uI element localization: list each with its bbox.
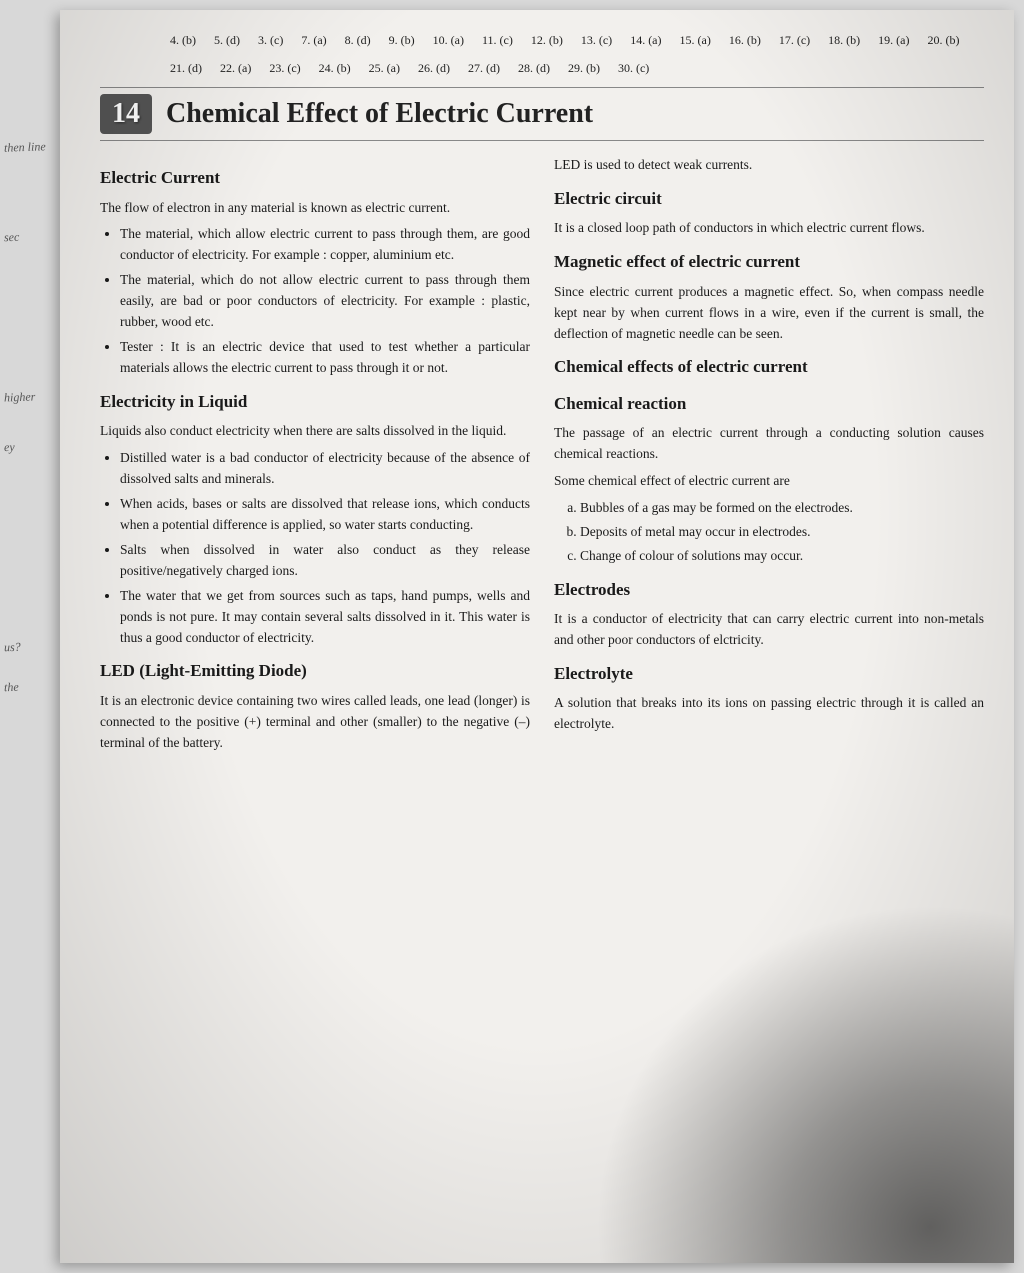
chapter-title: Chemical Effect of Electric Current: [166, 98, 593, 130]
chapter-banner: 14 Chemical Effect of Electric Current: [100, 87, 984, 141]
answer-item: 20. (b): [928, 30, 960, 52]
heading-electric-current: Electric Current: [100, 165, 530, 191]
left-column: Electric Current The flow of electron in…: [100, 155, 530, 759]
list-item: The water that we get from sources such …: [120, 586, 530, 649]
list-item: Distilled water is a bad conductor of el…: [120, 448, 530, 490]
paragraph: Since electric current produces a magnet…: [554, 282, 984, 345]
answer-item: 18. (b): [828, 30, 860, 52]
ordered-list: Bubbles of a gas may be formed on the el…: [554, 498, 984, 567]
answer-item: 16. (b): [729, 30, 761, 52]
answer-item: 26. (d): [418, 58, 450, 80]
margin-note: higher: [4, 389, 36, 405]
answer-item: 12. (b): [531, 30, 563, 52]
heading-magnetic-effect: Magnetic effect of electric current: [554, 249, 984, 275]
list-item: Change of colour of solutions may occur.: [580, 546, 984, 567]
heading-electricity-liquid: Electricity in Liquid: [100, 389, 530, 415]
paragraph: Some chemical effect of electric current…: [554, 471, 984, 492]
answer-item: 19. (a): [878, 30, 909, 52]
heading-electrodes: Electrodes: [554, 577, 984, 603]
margin-note: the: [4, 680, 19, 696]
heading-chemical-effects: Chemical effects of electric current: [554, 354, 984, 380]
paragraph: It is an electronic device containing tw…: [100, 691, 530, 754]
margin-note: sec: [4, 230, 20, 246]
answer-item: 13. (c): [581, 30, 612, 52]
bullet-list: Distilled water is a bad conductor of el…: [100, 448, 530, 648]
answer-item: 21. (d): [170, 58, 202, 80]
bullet-list: The material, which allow electric curre…: [100, 224, 530, 378]
answer-item: 29. (b): [568, 58, 600, 80]
chapter-number: 14: [100, 94, 152, 134]
paragraph: The flow of electron in any material is …: [100, 198, 530, 219]
paragraph: LED is used to detect weak currents.: [554, 155, 984, 176]
heading-led: LED (Light-Emitting Diode): [100, 658, 530, 684]
answer-item: 10. (a): [433, 30, 464, 52]
list-item: Bubbles of a gas may be formed on the el…: [580, 498, 984, 519]
heading-electric-circuit: Electric circuit: [554, 186, 984, 212]
answer-item: 5. (d): [214, 30, 240, 52]
answer-item: 15. (a): [680, 30, 711, 52]
answer-item: 27. (d): [468, 58, 500, 80]
answer-item: 8. (d): [345, 30, 371, 52]
list-item: The material, which do not allow electri…: [120, 270, 530, 333]
answer-item: 11. (c): [482, 30, 513, 52]
margin-note: us?: [4, 640, 21, 656]
margin-note: then line: [4, 139, 46, 155]
paragraph: The passage of an electric current throu…: [554, 423, 984, 465]
hand-shadow: [594, 903, 1014, 1263]
answer-item: 25. (a): [369, 58, 400, 80]
list-item: Salts when dissolved in water also condu…: [120, 540, 530, 582]
list-item: Tester : It is an electric device that u…: [120, 337, 530, 379]
answer-key: 4. (b) 5. (d) 3. (c) 7. (a) 8. (d) 9. (b) 10. …: [100, 30, 984, 79]
list-item: When acids, bases or salts are dissolved…: [120, 494, 530, 536]
answer-item: 30. (c): [618, 58, 649, 80]
answer-item: 14. (a): [630, 30, 661, 52]
answer-item: 7. (a): [301, 30, 326, 52]
list-item: The material, which allow electric curre…: [120, 224, 530, 266]
answer-item: 24. (b): [319, 58, 351, 80]
answer-item: 4. (b): [170, 30, 196, 52]
list-item: Deposits of metal may occur in electrode…: [580, 522, 984, 543]
paragraph: A solution that breaks into its ions on …: [554, 693, 984, 735]
answer-item: 22. (a): [220, 58, 251, 80]
answer-item: 9. (b): [389, 30, 415, 52]
margin-note: ey: [4, 440, 15, 455]
paragraph: It is a conductor of electricity that ca…: [554, 609, 984, 651]
heading-electrolyte: Electrolyte: [554, 661, 984, 687]
right-column: LED is used to detect weak currents. Ele…: [554, 155, 984, 759]
answer-item: 23. (c): [269, 58, 300, 80]
paragraph: It is a closed loop path of conductors i…: [554, 218, 984, 239]
paragraph: Liquids also conduct electricity when th…: [100, 421, 530, 442]
heading-chemical-reaction: Chemical reaction: [554, 391, 984, 417]
answer-item: 28. (d): [518, 58, 550, 80]
answer-item: 3. (c): [258, 30, 283, 52]
answer-item: 17. (c): [779, 30, 810, 52]
